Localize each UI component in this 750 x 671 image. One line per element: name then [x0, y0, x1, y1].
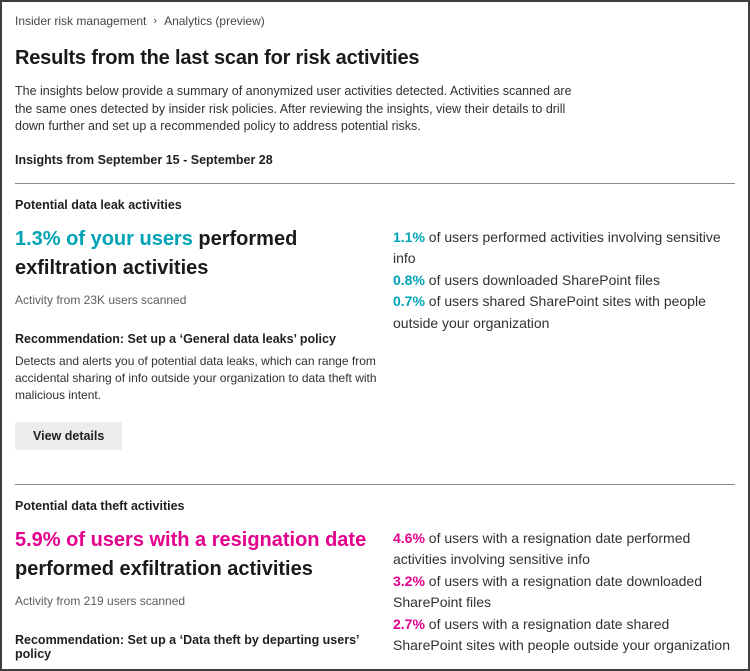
- recommendation-description: Detects and alerts you of potential data…: [15, 353, 377, 402]
- stat-percentage: 1.1%: [393, 228, 425, 245]
- section-divider: [15, 483, 735, 485]
- stat-percentage: 4.6%: [393, 529, 425, 546]
- headline-highlight: 1.3% of your users: [15, 227, 193, 250]
- stat-text: of users performed activities involving …: [393, 228, 721, 267]
- view-details-button[interactable]: View details: [15, 421, 123, 450]
- page-description: The insights below provide a summary of …: [15, 84, 572, 133]
- users-scanned-text: Activity from 219 users scanned: [15, 593, 186, 608]
- breadcrumb-analytics-preview[interactable]: Analytics (preview): [164, 14, 265, 28]
- section-divider: [15, 182, 735, 184]
- recommendation-title: Recommendation: Set up a ‘General data l…: [15, 331, 336, 346]
- chevron-right-icon: ›: [153, 15, 158, 27]
- stat-percentage: 3.2%: [393, 572, 425, 589]
- stat-item: 0.8% of users downloaded SharePoint file…: [393, 272, 660, 288]
- stats-list: 4.6% of users with a resignation date pe…: [393, 528, 735, 657]
- stat-percentage: 0.8%: [393, 271, 425, 288]
- stat-text: of users with a resignation date shared …: [393, 615, 730, 654]
- section-data-leak: Potential data leak activities 1.3% of y…: [15, 198, 735, 450]
- recommendation-title: Recommendation: Set up a ‘Data theft by …: [15, 632, 359, 661]
- stat-item: 4.6% of users with a resignation date pe…: [393, 530, 690, 568]
- stat-text: of users downloaded SharePoint files: [424, 271, 660, 288]
- section-label: Potential data leak activities: [15, 197, 182, 212]
- section-data-theft: Potential data theft activities 5.9% of …: [15, 498, 735, 670]
- headline-rest: performed exfiltration activities: [15, 557, 313, 580]
- insights-date-range: Insights from September 15 - September 2…: [15, 152, 273, 167]
- page-title: Results from the last scan for risk acti…: [15, 47, 420, 69]
- section-headline: 5.9% of users with a resignation date pe…: [15, 526, 379, 584]
- stat-text: of users shared SharePoint sites with pe…: [393, 293, 706, 331]
- stat-percentage: 2.7%: [393, 615, 425, 632]
- section-headline: 1.3% of your users performed exfiltratio…: [15, 225, 379, 283]
- users-scanned-text: Activity from 23K users scanned: [15, 292, 187, 307]
- stats-list: 1.1% of users performed activities invol…: [393, 227, 735, 335]
- recommendation-description: Detects and alerts you of potential data…: [15, 668, 379, 670]
- section-label: Potential data theft activities: [15, 498, 185, 513]
- stat-percentage: 0.7%: [393, 293, 425, 309]
- breadcrumb-insider-risk-management[interactable]: Insider risk management: [15, 14, 147, 28]
- headline-rest: performed exfiltration activities: [15, 227, 298, 279]
- breadcrumb: Insider risk management › Analytics (pre…: [15, 2, 735, 28]
- headline-highlight: 5.9% of users with a resignation date: [15, 528, 367, 551]
- stat-item: 2.7% of users with a resignation date sh…: [393, 616, 730, 654]
- stat-item: 1.1% of users performed activities invol…: [393, 229, 721, 267]
- stat-item: 0.7% of users shared SharePoint sites wi…: [393, 293, 706, 331]
- stat-item: 3.2% of users with a resignation date do…: [393, 573, 702, 611]
- stat-text: of users with a resignation date perform…: [393, 529, 691, 568]
- stat-text: of users with a resignation date downloa…: [393, 572, 702, 611]
